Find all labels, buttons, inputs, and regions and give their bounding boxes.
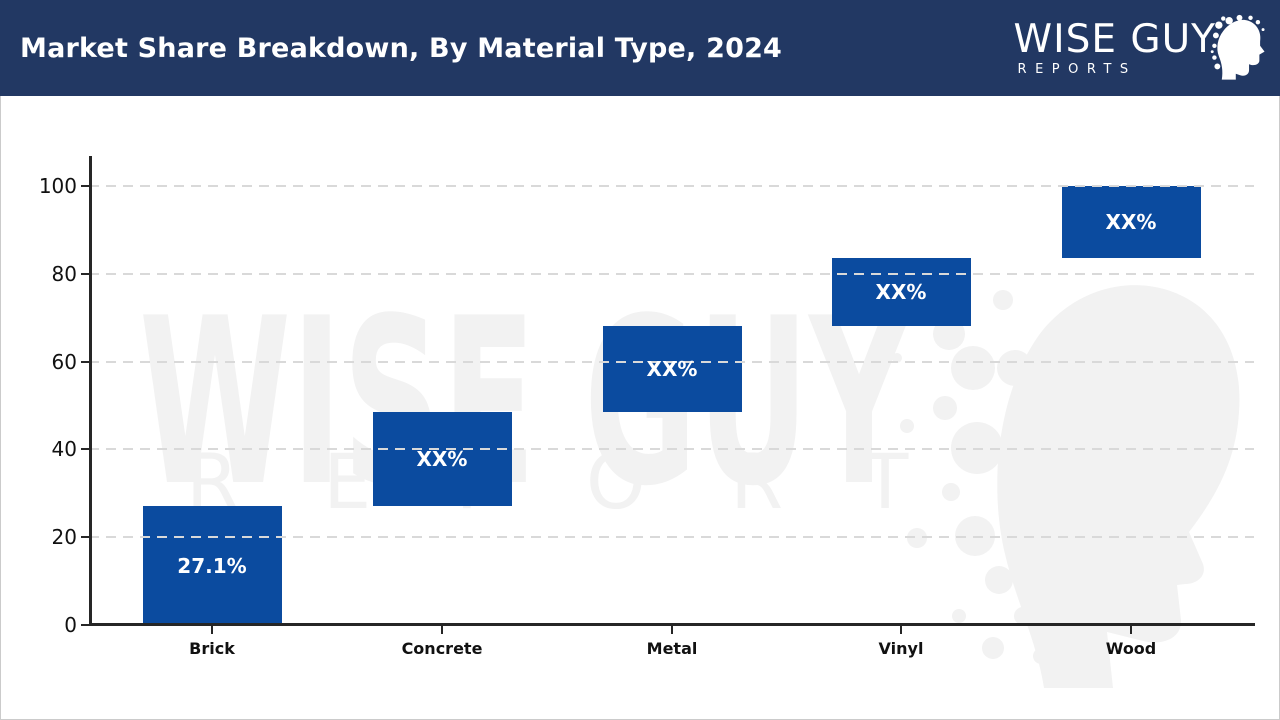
- y-tick-label: 60: [51, 349, 77, 374]
- logo-subtext: REPORTS: [1017, 61, 1137, 77]
- bar-value-label: XX%: [416, 446, 468, 471]
- y-tick-label: 100: [38, 174, 77, 198]
- bar-value-label: 27.1%: [177, 553, 247, 578]
- header: Market Share Breakdown, By Material Type…: [0, 0, 1280, 96]
- x-tick-mark: [671, 626, 673, 634]
- watermark-face-icon: [865, 285, 1240, 688]
- watermark-subtext: REPORTS: [186, 437, 1041, 526]
- wise-guy-face-icon: [1210, 14, 1265, 80]
- y-tick-mark: [81, 448, 89, 451]
- y-axis: [89, 156, 92, 626]
- y-tick-mark: [81, 624, 89, 626]
- plot-layer: 0 20 40 60 80 100 27.1% Brick XX% Concrete XX% Meta…: [1, 96, 1280, 720]
- logo-text: WISE GUY REPORTS: [1014, 20, 1216, 77]
- logo-wordmark: WISE GUY: [1013, 16, 1216, 62]
- y-tick-label: 40: [51, 437, 77, 462]
- bar-vinyl: [831, 257, 971, 326]
- x-tick-label: Vinyl: [878, 639, 924, 658]
- x-tick-mark: [1130, 626, 1132, 634]
- bar-value-label: XX%: [646, 356, 698, 381]
- x-tick-mark: [441, 626, 443, 634]
- gridline-80: [89, 272, 1254, 275]
- gridline-100: [89, 185, 1254, 187]
- wise-guy-logo: WISE GUY REPORTS: [1014, 7, 1266, 89]
- x-tick-label: Metal: [646, 639, 698, 658]
- bar-value-label: XX%: [1105, 209, 1157, 234]
- x-tick-label: Concrete: [401, 639, 483, 658]
- bar-brick: [142, 506, 282, 625]
- y-tick-label: 20: [51, 525, 77, 550]
- watermark-wordmark: WISE GUY: [139, 270, 910, 537]
- bar-concrete: [372, 411, 512, 507]
- x-tick-label: Brick: [189, 639, 235, 658]
- y-tick-label: 0: [64, 613, 77, 637]
- x-axis: [89, 623, 1255, 626]
- y-tick-mark: [81, 272, 89, 275]
- gridline-40: [89, 448, 1254, 451]
- y-tick-label: 80: [51, 261, 77, 286]
- watermark: WISE GUY REPORTS: [139, 270, 1240, 688]
- x-tick-label: Wood: [1105, 639, 1157, 658]
- y-tick-mark: [81, 536, 89, 539]
- x-tick-mark: [900, 626, 902, 634]
- y-tick-mark: [81, 360, 89, 363]
- gridline-60: [89, 360, 1254, 363]
- bar-value-label: XX%: [875, 279, 927, 304]
- bar-metal: [602, 325, 742, 412]
- chart-area: WISE GUY REPORTS 0 20 40 60 80 100 27.1% Brick X…: [0, 96, 1280, 720]
- gridline-20: [89, 536, 1254, 539]
- y-tick-mark: [81, 185, 89, 187]
- x-tick-mark: [211, 626, 213, 634]
- page-title: Market Share Breakdown, By Material Type…: [20, 32, 783, 64]
- bar-wood: [1061, 186, 1201, 258]
